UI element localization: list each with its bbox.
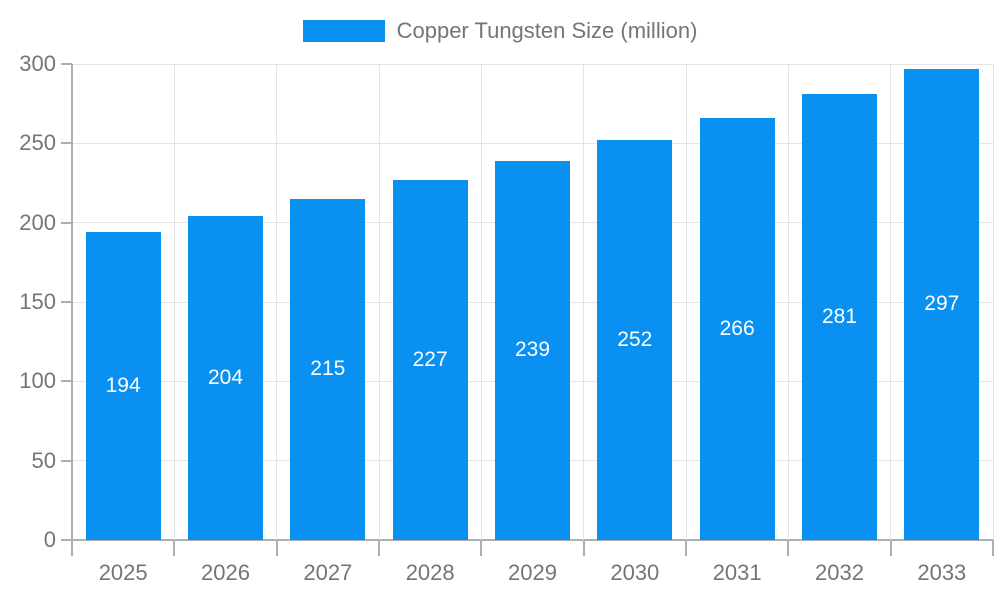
y-tick [61, 459, 72, 462]
y-tick [61, 539, 72, 541]
x-axis-label: 2033 [917, 560, 967, 585]
x-axis-label: 2028 [405, 560, 455, 585]
x-axis-label: 2025 [98, 560, 148, 585]
y-tick [61, 221, 72, 224]
bar[interactable]: 297 [904, 68, 980, 540]
gridline-v [173, 64, 175, 540]
x-tick [480, 540, 483, 556]
legend-swatch [302, 20, 385, 42]
gridline-h [72, 63, 993, 65]
y-axis-label: 300 [19, 51, 56, 76]
y-axis-line [71, 64, 73, 556]
bar-value-label: 266 [719, 316, 755, 340]
x-axis-label: 2026 [201, 560, 250, 585]
bar-value-label: 297 [924, 292, 960, 316]
y-tick [61, 142, 72, 145]
x-tick [992, 540, 994, 556]
bar[interactable]: 281 [802, 94, 877, 540]
x-tick [582, 540, 585, 556]
gridline-v [685, 64, 687, 540]
y-axis-label: 50 [31, 447, 56, 473]
x-axis-label: 2029 [508, 560, 557, 585]
y-axis-label: 0 [43, 527, 56, 552]
x-axis-label: 2032 [815, 560, 864, 585]
bar[interactable]: 252 [597, 140, 673, 540]
gridline-v [583, 64, 585, 540]
x-tick [173, 540, 176, 556]
gridline-v [992, 64, 994, 540]
bar[interactable]: 215 [290, 198, 366, 540]
x-axis-label: 2030 [610, 560, 660, 585]
x-axis-label: 2027 [303, 560, 353, 585]
y-axis-label: 100 [19, 368, 56, 394]
bar-value-label: 194 [105, 374, 141, 398]
y-tick [61, 63, 72, 65]
bar-value-label: 239 [514, 338, 551, 362]
gridline-h [72, 142, 993, 144]
bar-value-label: 215 [310, 357, 346, 381]
bar[interactable]: 239 [495, 160, 570, 540]
bar[interactable]: 266 [699, 117, 775, 540]
bar-value-label: 204 [207, 366, 244, 390]
gridline-v [787, 64, 789, 540]
x-tick [685, 540, 687, 556]
bar-value-label: 281 [821, 305, 858, 329]
legend-label: Copper Tungsten Size (million) [396, 18, 698, 43]
x-axis-label: 2031 [712, 560, 762, 585]
bar-value-label: 227 [412, 347, 448, 371]
bar-value-label: 252 [617, 328, 653, 352]
y-axis-label: 150 [19, 289, 56, 314]
y-tick [61, 301, 72, 303]
legend[interactable]: Copper Tungsten Size (million) [0, 18, 1000, 44]
y-tick [61, 380, 72, 383]
gridline-v [378, 64, 380, 540]
gridline-v [276, 64, 278, 540]
y-axis-label: 250 [19, 130, 56, 156]
x-tick [378, 540, 380, 556]
bar[interactable]: 204 [188, 216, 263, 540]
gridline-v [480, 64, 482, 540]
plot-area: 0 50 100 150 200 250 300 194 204 215 227 239 252 266 2… [19, 51, 994, 585]
x-tick [889, 540, 892, 556]
y-axis-label: 200 [19, 209, 56, 235]
bar[interactable]: 227 [392, 179, 468, 540]
x-tick [787, 540, 790, 556]
x-axis-line [72, 539, 993, 541]
bar[interactable]: 194 [85, 232, 161, 540]
x-tick [275, 540, 278, 556]
gridline-v [890, 64, 892, 540]
